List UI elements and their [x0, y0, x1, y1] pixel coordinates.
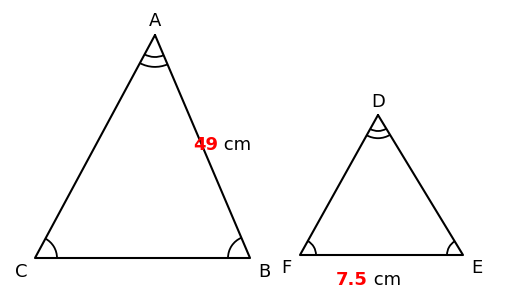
Text: A: A	[148, 12, 161, 30]
Text: cm: cm	[218, 136, 250, 154]
Text: F: F	[280, 259, 290, 277]
Text: cm: cm	[367, 271, 400, 289]
Text: 49: 49	[192, 136, 218, 154]
Text: B: B	[258, 263, 270, 281]
Text: D: D	[370, 93, 384, 111]
Text: E: E	[471, 259, 482, 277]
Text: C: C	[15, 263, 27, 281]
Text: 7.5: 7.5	[335, 271, 367, 289]
